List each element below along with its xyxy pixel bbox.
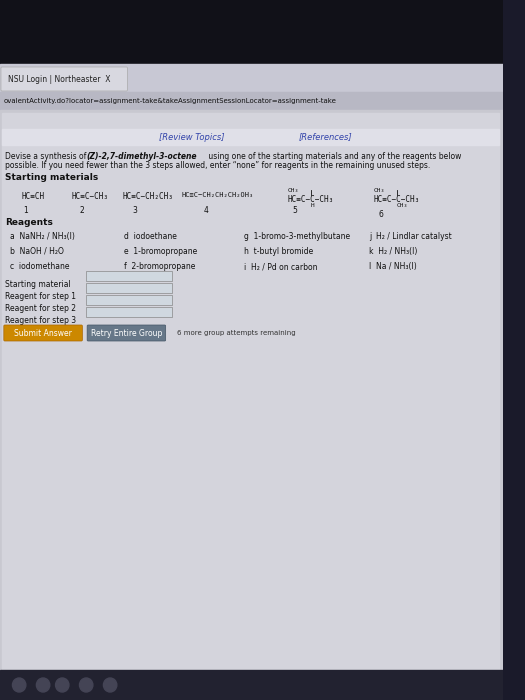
Text: H: H	[310, 203, 314, 208]
Text: h  t-butyl bromide: h t-butyl bromide	[244, 247, 313, 256]
Circle shape	[103, 678, 117, 692]
Text: a  NaNH₂ / NH₃(l): a NaNH₂ / NH₃(l)	[9, 232, 75, 241]
Text: Starting material: Starting material	[5, 280, 70, 289]
Text: 6 more group attempts remaining: 6 more group attempts remaining	[177, 330, 296, 336]
Circle shape	[36, 678, 50, 692]
Text: using one of the starting materials and any of the reagents below: using one of the starting materials and …	[206, 152, 461, 161]
Bar	[0, 92, 503, 110]
Text: CH₃: CH₃	[287, 188, 299, 193]
Bar	[0, 670, 503, 700]
FancyBboxPatch shape	[4, 325, 82, 341]
Text: possible. If you need fewer than the 3 steps allowed, enter “none” for reagents : possible. If you need fewer than the 3 s…	[5, 161, 430, 170]
Text: Reagent for step 3: Reagent for step 3	[5, 316, 76, 325]
Bar	[0, 0, 503, 70]
Bar	[2, 129, 499, 145]
Text: CH₃: CH₃	[373, 188, 385, 193]
Text: g  1-bromo-3-methylbutane: g 1-bromo-3-methylbutane	[244, 232, 350, 241]
Text: HC≡C−CH₂CH₃: HC≡C−CH₂CH₃	[122, 192, 173, 201]
Text: j  H₂ / Lindlar catalyst: j H₂ / Lindlar catalyst	[369, 232, 452, 241]
Text: Retry Entire Group: Retry Entire Group	[91, 328, 162, 337]
Text: HC≡CH: HC≡CH	[21, 192, 44, 201]
Circle shape	[13, 678, 26, 692]
Text: 4: 4	[204, 206, 208, 215]
Text: Reagent for step 1: Reagent for step 1	[5, 292, 76, 301]
Text: 3: 3	[133, 206, 138, 215]
FancyBboxPatch shape	[86, 283, 172, 293]
FancyBboxPatch shape	[1, 67, 128, 91]
Circle shape	[56, 678, 69, 692]
Text: Reagent for step 2: Reagent for step 2	[5, 304, 76, 313]
Bar	[0, 110, 503, 700]
Text: 2: 2	[79, 206, 84, 215]
FancyBboxPatch shape	[86, 295, 172, 305]
Text: HC≡C−CH₃: HC≡C−CH₃	[72, 192, 109, 201]
Text: Starting materials: Starting materials	[5, 173, 98, 182]
Text: i  H₂ / Pd on carbon: i H₂ / Pd on carbon	[244, 262, 318, 271]
Text: l  Na / NH₃(l): l Na / NH₃(l)	[369, 262, 416, 271]
Circle shape	[79, 678, 93, 692]
Text: [Review Topics]: [Review Topics]	[159, 132, 224, 141]
Text: (Z)-2,7-dimethyl-3-octene: (Z)-2,7-dimethyl-3-octene	[86, 152, 197, 161]
Text: b  NaOH / H₂O: b NaOH / H₂O	[9, 247, 64, 256]
Text: NSU Login | Northeaster  X: NSU Login | Northeaster X	[8, 74, 110, 83]
Text: HC≡C−C−CH₃: HC≡C−C−CH₃	[373, 195, 419, 204]
Text: ovalentActivity.do?locator=assignment-take&takeAssignmentSessionLocator=assignme: ovalentActivity.do?locator=assignment-ta…	[4, 98, 337, 104]
Text: k  H₂ / NH₃(l): k H₂ / NH₃(l)	[369, 247, 417, 256]
Text: Reagents: Reagents	[5, 218, 53, 227]
Bar	[0, 64, 503, 92]
Text: Devise a synthesis of: Devise a synthesis of	[5, 152, 89, 161]
Text: 1: 1	[24, 206, 28, 215]
Text: [References]: [References]	[299, 132, 352, 141]
FancyBboxPatch shape	[86, 307, 172, 317]
Bar	[2, 113, 499, 698]
Text: e  1-bromopropane: e 1-bromopropane	[124, 247, 198, 256]
Text: HC≡C−CH₂CH₂CH₂OH₃: HC≡C−CH₂CH₂CH₂OH₃	[182, 192, 254, 198]
Text: Submit Answer: Submit Answer	[14, 328, 72, 337]
FancyBboxPatch shape	[86, 271, 172, 281]
FancyBboxPatch shape	[87, 325, 166, 341]
Text: 6: 6	[379, 210, 384, 219]
Text: c  iodomethane: c iodomethane	[9, 262, 69, 271]
Text: CH₃: CH₃	[396, 203, 408, 208]
Text: HC≡C−C−CH₃: HC≡C−C−CH₃	[287, 195, 333, 204]
Text: f  2-bromopropane: f 2-bromopropane	[124, 262, 196, 271]
Text: d  iodoethane: d iodoethane	[124, 232, 177, 241]
Text: 5: 5	[292, 206, 297, 215]
